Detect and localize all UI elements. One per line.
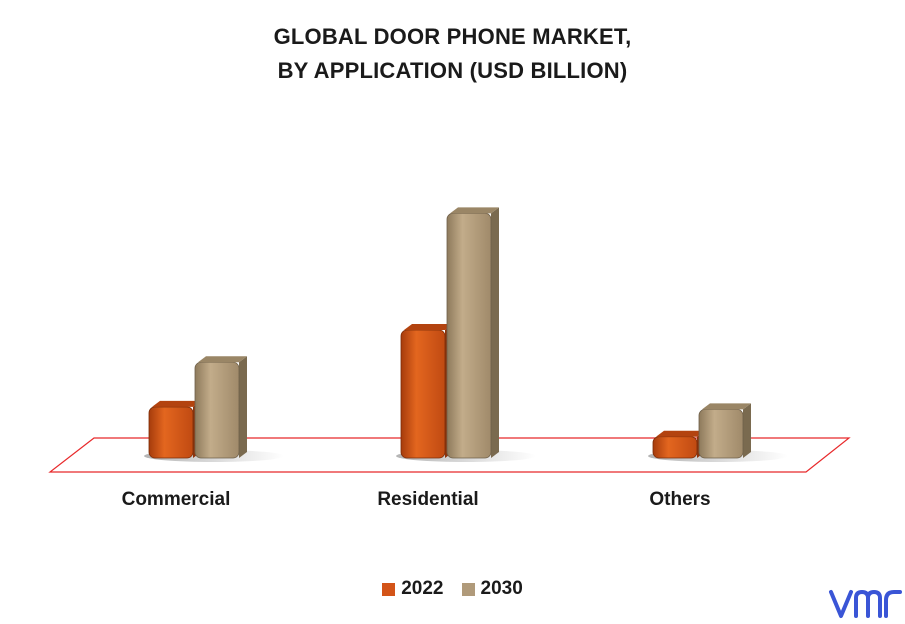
bar-top: [152, 400, 201, 407]
legend: 2022 2030: [0, 578, 905, 600]
chart-subtitle: BY APPLICATION (USD BILLION): [277, 58, 628, 83]
bar-commercial-2022: [148, 400, 201, 459]
bar-side: [743, 403, 751, 458]
bar-top: [198, 356, 247, 363]
legend-label-2030: 2030: [480, 578, 523, 599]
bar-front: [698, 408, 744, 459]
bar-side: [239, 356, 247, 458]
bar-commercial-2030: [194, 356, 247, 459]
bar-top: [404, 323, 453, 330]
bar-others-2022: [652, 430, 705, 459]
bar-top: [450, 207, 499, 214]
legend-swatch-2022: [382, 582, 396, 596]
legend-item-2030: 2030: [461, 578, 523, 600]
chart-title: GLOBAL DOOR PHONE MARKET,: [273, 24, 632, 49]
legend-swatch-2030: [461, 582, 475, 596]
category-label-residential: Residential: [377, 489, 479, 510]
legend-item-2022: 2022: [382, 578, 444, 600]
bar-top: [702, 403, 751, 410]
bar-front: [446, 212, 492, 459]
bar-front: [652, 436, 698, 459]
bar-others-2030: [698, 403, 751, 459]
bar-front: [194, 361, 240, 459]
bar-top: [656, 430, 705, 437]
bar-front: [148, 406, 194, 459]
bar-front: [400, 329, 446, 459]
bar-side: [491, 207, 499, 458]
bar-residential-2022: [400, 323, 453, 459]
chart-floor: [48, 437, 851, 473]
category-label-others: Others: [649, 489, 711, 510]
bar-residential-2030: [446, 207, 499, 459]
vmr-logo: [829, 590, 902, 618]
legend-label-2022: 2022: [401, 578, 444, 599]
category-label-commercial: Commercial: [121, 489, 231, 510]
